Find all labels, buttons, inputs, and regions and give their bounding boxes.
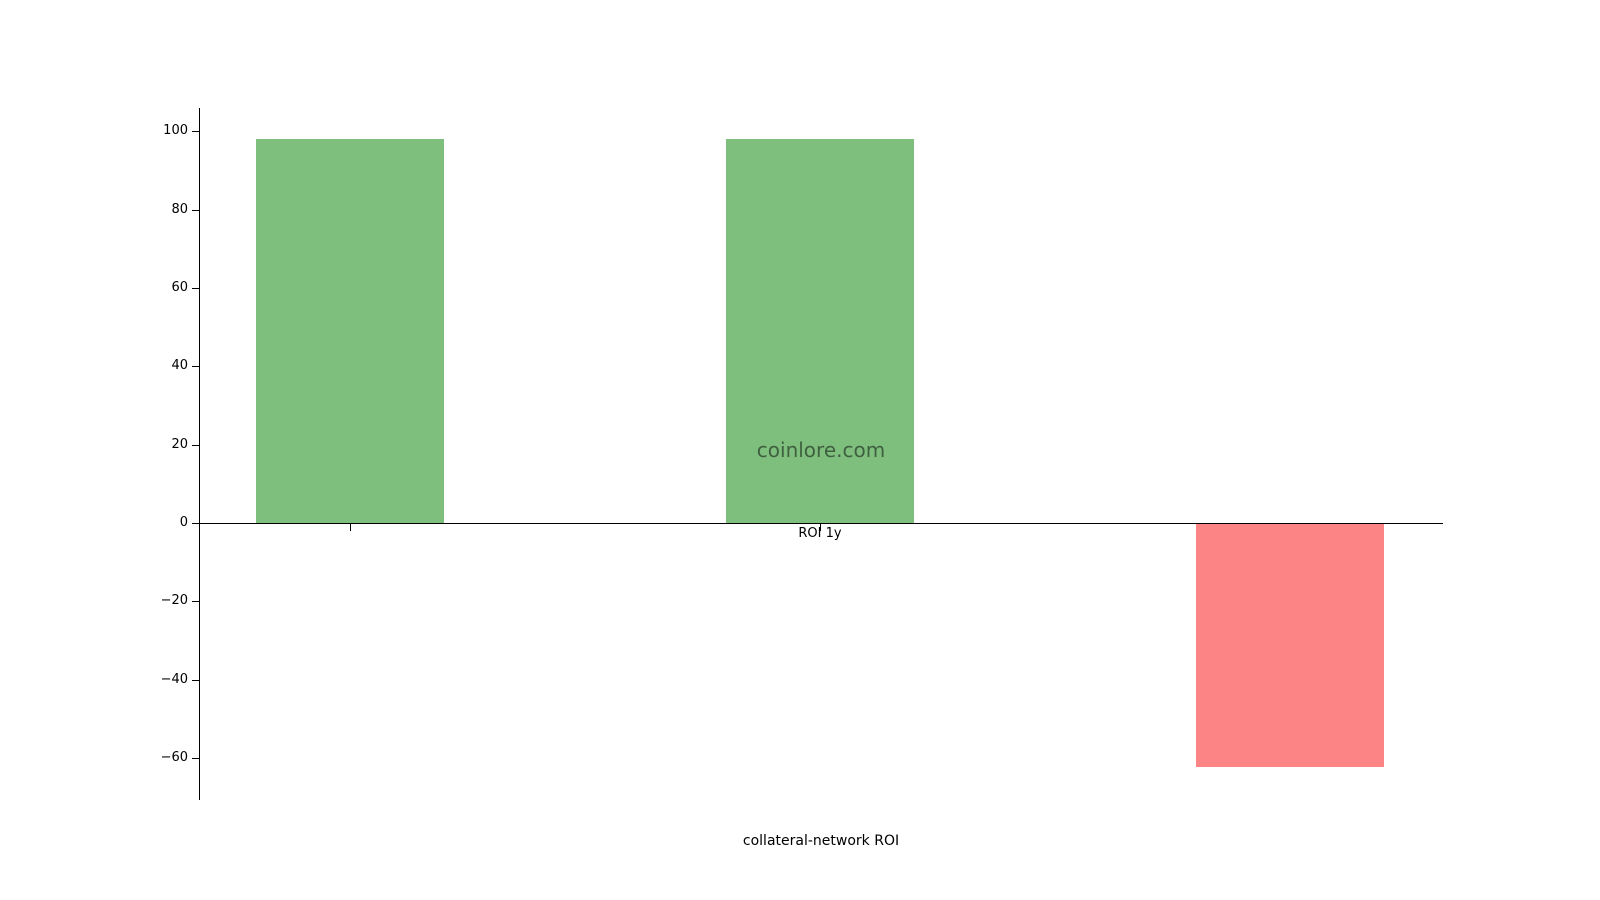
- y-tick: [192, 601, 199, 602]
- y-tick-label: 100: [163, 123, 188, 138]
- y-tick: [192, 523, 199, 524]
- y-tick-label: −60: [160, 750, 188, 765]
- watermark: coinlore.com: [756, 438, 886, 462]
- x-tick: [820, 524, 821, 531]
- bar-positive: [256, 139, 444, 523]
- y-tick-label: 60: [171, 280, 188, 295]
- x-tick: [350, 524, 351, 531]
- y-tick: [192, 445, 199, 446]
- y-tick: [192, 366, 199, 367]
- y-tick: [192, 131, 199, 132]
- x-axis-title: collateral-network ROI: [742, 833, 900, 849]
- x-tick-label: ROI 1y: [798, 526, 842, 541]
- y-tick-label: −20: [160, 593, 188, 608]
- y-tick: [192, 758, 199, 759]
- y-tick-label: 20: [171, 437, 188, 452]
- y-tick: [192, 210, 199, 211]
- y-tick-label: −40: [160, 672, 188, 687]
- y-tick-label: 0: [179, 515, 188, 530]
- bar-positive: [726, 139, 914, 523]
- y-axis-line: [199, 108, 200, 800]
- y-tick-label: 80: [171, 202, 188, 217]
- y-tick: [192, 680, 199, 681]
- bar-negative: [1196, 524, 1384, 767]
- x-axis-line: [199, 523, 1443, 524]
- y-tick-label: 40: [171, 358, 188, 373]
- y-tick: [192, 288, 199, 289]
